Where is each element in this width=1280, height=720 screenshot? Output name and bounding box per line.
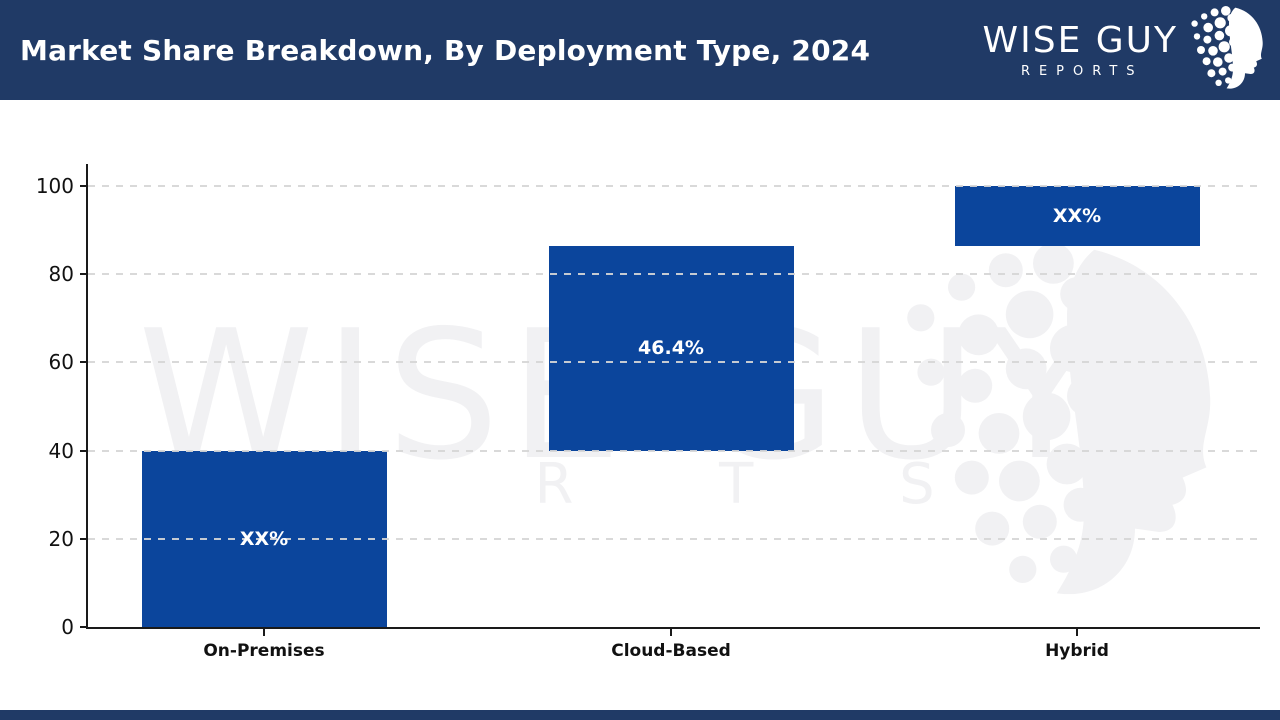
gridline — [88, 449, 1258, 452]
x-tick-mark — [670, 629, 672, 636]
bar-value-label: 46.4% — [638, 337, 704, 360]
y-tick-mark — [80, 537, 88, 540]
header-band: Market Share Breakdown, By Deployment Ty… — [0, 0, 1280, 100]
y-tick-label: 100 — [35, 174, 74, 198]
y-tick-label: 20 — [48, 526, 74, 551]
y-tick-label: 0 — [61, 615, 74, 639]
watermark-face-icon — [907, 243, 1211, 595]
y-tick-mark — [80, 361, 88, 364]
gridline — [88, 361, 1258, 364]
gridline — [88, 273, 1258, 276]
logo-text: WISE GUY REPORTS — [982, 19, 1179, 79]
bar-segment — [954, 186, 1200, 246]
chart-area: WISE GUY P O R T S 0 20 40 60 80 100 XX% 46.4% X… — [0, 100, 1280, 710]
wise-guy-reports-logo: WISE GUY REPORTS — [983, 6, 1280, 94]
y-tick-mark — [80, 273, 88, 276]
gridline — [88, 185, 1258, 187]
bar-value-label: XX% — [239, 527, 289, 550]
y-axis-line — [86, 164, 88, 629]
footer-band — [0, 710, 1280, 720]
page-title: Market Share Breakdown, By Deployment Ty… — [20, 33, 871, 67]
y-tick-label: 80 — [48, 262, 74, 287]
logo-wordmark: WISE GUY — [982, 19, 1178, 61]
y-tick-mark — [80, 626, 88, 628]
x-category-label: On-Premises — [203, 641, 325, 661]
x-tick-mark — [263, 629, 265, 636]
x-category-label: Hybrid — [1045, 641, 1109, 661]
x-category-label: Cloud-Based — [611, 641, 731, 661]
y-tick-label: 60 — [48, 350, 74, 375]
y-tick-label: 40 — [48, 438, 74, 463]
y-tick-mark — [80, 185, 88, 187]
x-axis-line — [86, 627, 1260, 629]
logo-subtitle: REPORTS — [1020, 63, 1144, 79]
logo-face-icon — [1191, 6, 1263, 89]
bar-segment — [548, 245, 794, 451]
y-tick-mark — [80, 449, 88, 452]
gridline — [88, 537, 1258, 540]
x-tick-mark — [1076, 629, 1078, 636]
bar-value-label: XX% — [1052, 204, 1102, 227]
